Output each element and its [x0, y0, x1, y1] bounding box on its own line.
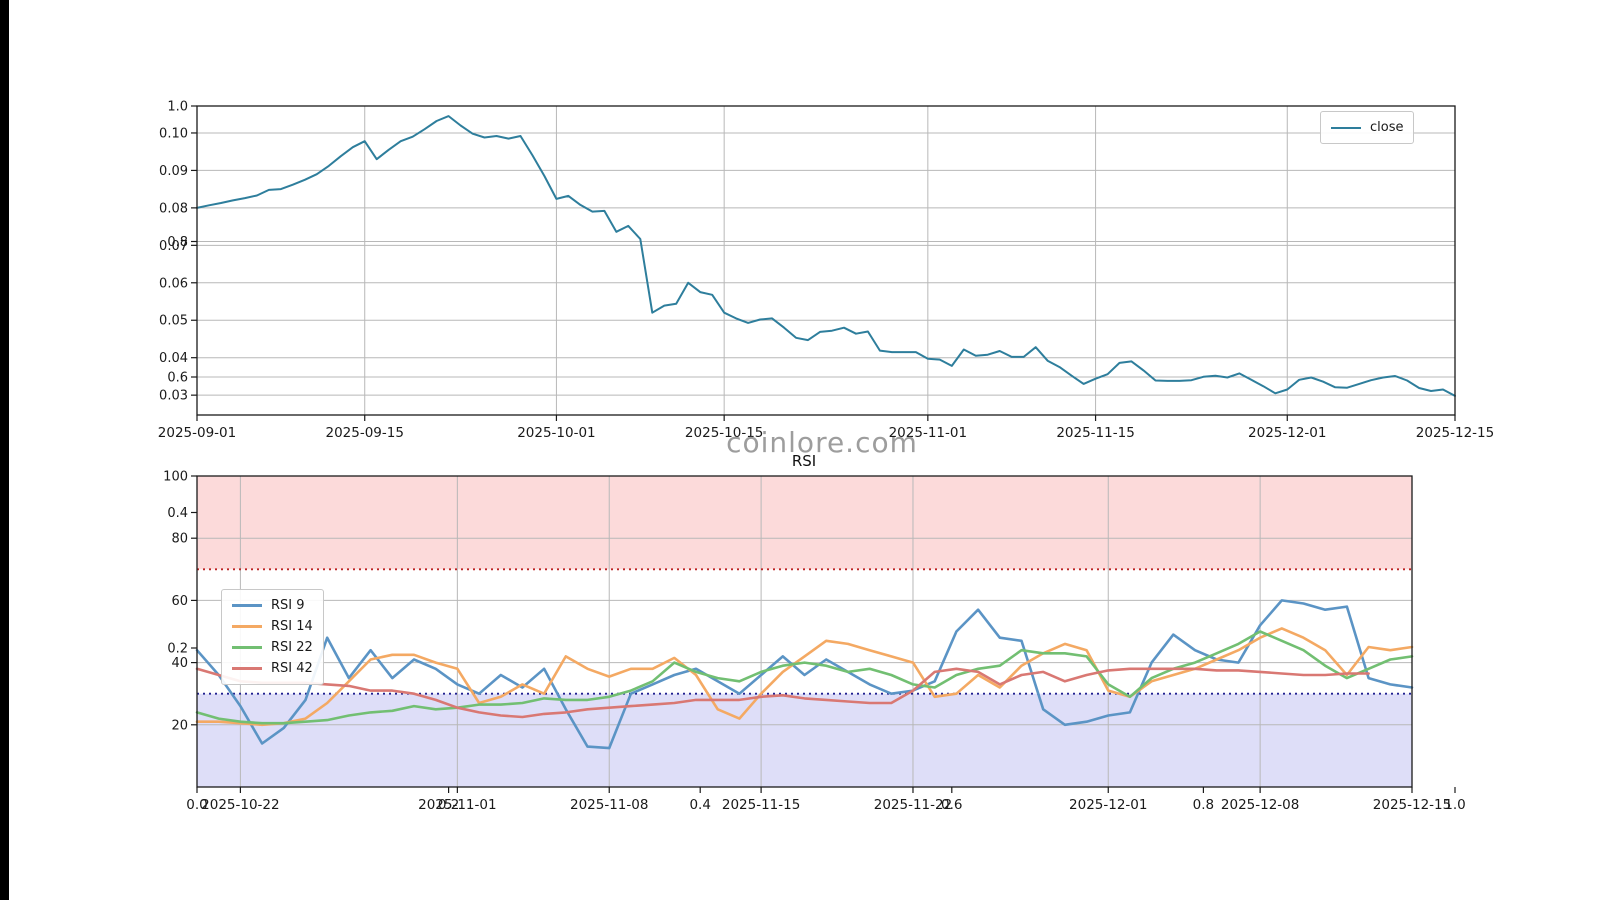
price-x-tick-label: 2025-10-01 [517, 425, 595, 441]
legend-label: RSI 42 [271, 661, 313, 676]
price-x-tick-label: 2025-11-01 [889, 425, 967, 441]
rsi-y-tick-label: 40 [171, 656, 188, 671]
rsi-y-tick-label: 20 [171, 718, 188, 733]
close-line [196, 115, 1456, 397]
legend-label: close [1370, 120, 1404, 135]
rsi-x-tick-label: 2025-11-22 [874, 797, 952, 813]
oversold-band [197, 693, 1412, 787]
overlay-y-tick-label: 0.6 [167, 371, 188, 386]
overlay-x-tick-label: 0.6 [941, 797, 962, 813]
price-y-tick-label: 0.03 [159, 389, 188, 404]
legend-row: RSI 14 [232, 616, 313, 637]
price-x-tick-label: 2025-11-15 [1056, 425, 1134, 441]
watermark: coinlore.com [726, 426, 918, 459]
price-y-tick-label: 0.06 [159, 276, 188, 291]
price-x-tick-label: 2025-12-01 [1248, 425, 1326, 441]
rsi-x-tick-label: 2025-11-08 [570, 797, 648, 813]
rsi-y-tick-label: 100 [163, 470, 188, 485]
overlay-y-tick-label: 0.8 [167, 235, 188, 250]
price-y-tick-label: 0.05 [159, 314, 188, 329]
legend-line-sample [232, 667, 262, 670]
overlay-y-tick-label: 0.4 [167, 506, 188, 521]
rsi-y-tick-label: 60 [171, 594, 188, 609]
rsi-x-tick-label: 2025-12-15 [1373, 797, 1451, 813]
overlay-x-tick-label: 0.8 [1193, 797, 1214, 813]
rsi-42-line [195, 667, 1370, 719]
rsi-x-tick-label: 2025-12-01 [1069, 797, 1147, 813]
legend-label: RSI 22 [271, 640, 313, 655]
price-y-tick-label: 0.04 [159, 351, 188, 366]
overlay-x-tick-label: 0.2 [438, 797, 459, 813]
legend-line-sample [232, 625, 262, 628]
rsi-chart-title: RSI [791, 452, 817, 470]
rsi-x-tick-label: 2025-10-22 [201, 797, 279, 813]
price-panel-border [196, 105, 1456, 416]
rsi-panel-border [196, 475, 1413, 788]
price-y-tick-label: 0.08 [159, 201, 188, 216]
legend-row: RSI 22 [232, 637, 313, 658]
legend-row: close [1331, 117, 1403, 138]
price-y-tick-label: 0.09 [159, 164, 188, 179]
rsi-x-tick-label: 2025-12-08 [1221, 797, 1299, 813]
price-legend: close [1320, 111, 1415, 144]
legend-line-sample [1331, 126, 1361, 129]
overbought-band [197, 476, 1412, 570]
rsi-y-tick-label: 80 [171, 532, 188, 547]
price-x-tick-label: 2025-09-15 [325, 425, 403, 441]
overlay-x-tick-label: 0.0 [186, 797, 207, 813]
price-x-tick-label: 2025-09-01 [158, 425, 236, 441]
rsi-legend: RSI 9 RSI 14 RSI 22 RSI 42 [221, 589, 324, 685]
legend-line-sample [232, 646, 262, 649]
rsi-x-tick-label: 2025-11-01 [418, 797, 496, 813]
price-y-tick-label: 0.10 [159, 126, 188, 141]
rsi-22-line [195, 630, 1414, 725]
price-x-tick-label: 2025-12-15 [1416, 425, 1494, 441]
price-y-tick-label: 0.07 [159, 239, 188, 254]
rsi-14-line [195, 627, 1414, 727]
legend-label: RSI 14 [271, 619, 313, 634]
price-x-tick-label: 2025-10-15 [685, 425, 763, 441]
legend-label: RSI 9 [271, 598, 305, 613]
left-edge-strip [0, 0, 9, 900]
legend-row: RSI 9 [232, 595, 313, 616]
overlay-y-tick-label: 1.0 [167, 100, 188, 115]
overlay-x-tick-label: 0.4 [689, 797, 710, 813]
legend-line-sample [232, 604, 262, 607]
legend-row: RSI 42 [232, 658, 313, 679]
rsi-x-tick-label: 2025-11-15 [722, 797, 800, 813]
overlay-x-tick-label: 1.0 [1444, 797, 1465, 813]
overlay-y-tick-label: 0.2 [167, 642, 188, 657]
